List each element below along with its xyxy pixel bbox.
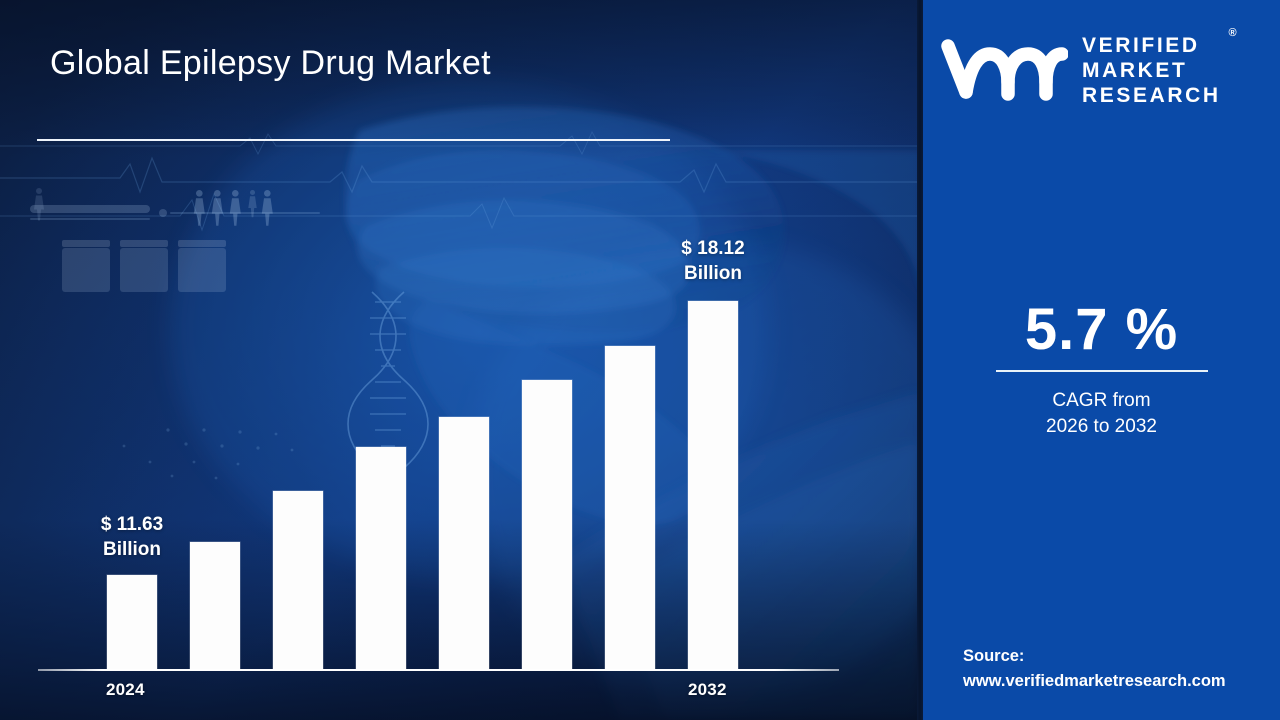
- bar-2029: [522, 380, 572, 670]
- x-tick-2032: 2032: [688, 680, 727, 699]
- brand-line-market: MARKET: [1082, 58, 1188, 82]
- source-block: Source: www.verifiedmarketresearch.com: [963, 644, 1280, 694]
- bar-2028: [439, 417, 489, 670]
- title-divider: [37, 139, 670, 141]
- end-value-label: $ 18.12 Billion: [681, 238, 745, 284]
- cagr-divider: [996, 370, 1208, 372]
- cagr-caption: CAGR from 2026 to 2032: [1046, 390, 1157, 437]
- chart-panel: Global Epilepsy Drug Market $ 11.63 Bill…: [0, 0, 920, 720]
- brand-logo[interactable]: VERIFIED MARKET RESEARCH ®: [940, 27, 1270, 112]
- source-label: Source:: [963, 647, 1025, 665]
- brand-line-research: RESEARCH: [1082, 83, 1221, 107]
- source-url[interactable]: www.verifiedmarketresearch.com: [963, 672, 1226, 690]
- brand-wordmark: VERIFIED MARKET RESEARCH ®: [1082, 27, 1237, 108]
- bar-2030: [605, 346, 655, 670]
- page-title: Global Epilepsy Drug Market: [50, 44, 491, 82]
- bar-2027: [356, 447, 406, 670]
- vmr-logomark-icon: [941, 39, 1068, 101]
- brand-line-verified: VERIFIED: [1082, 33, 1200, 57]
- bar-chart: $ 11.63 Billion $ 18.12 Billion 2024 203…: [38, 238, 839, 699]
- bar-2025: [190, 542, 240, 670]
- bar-2024: [107, 575, 157, 670]
- info-panel: VERIFIED MARKET RESEARCH ® 5.7 % CAGR fr…: [923, 0, 1280, 720]
- panel-divider: [917, 0, 923, 720]
- registered-trademark-icon: ®: [1228, 26, 1237, 39]
- cagr-value: 5.7 %: [1024, 297, 1179, 362]
- x-tick-2024: 2024: [106, 680, 145, 699]
- start-value-label: $ 11.63 Billion: [100, 514, 164, 560]
- bar-2026: [273, 491, 323, 670]
- bar-2032: [688, 301, 738, 670]
- x-axis-line: [38, 668, 839, 671]
